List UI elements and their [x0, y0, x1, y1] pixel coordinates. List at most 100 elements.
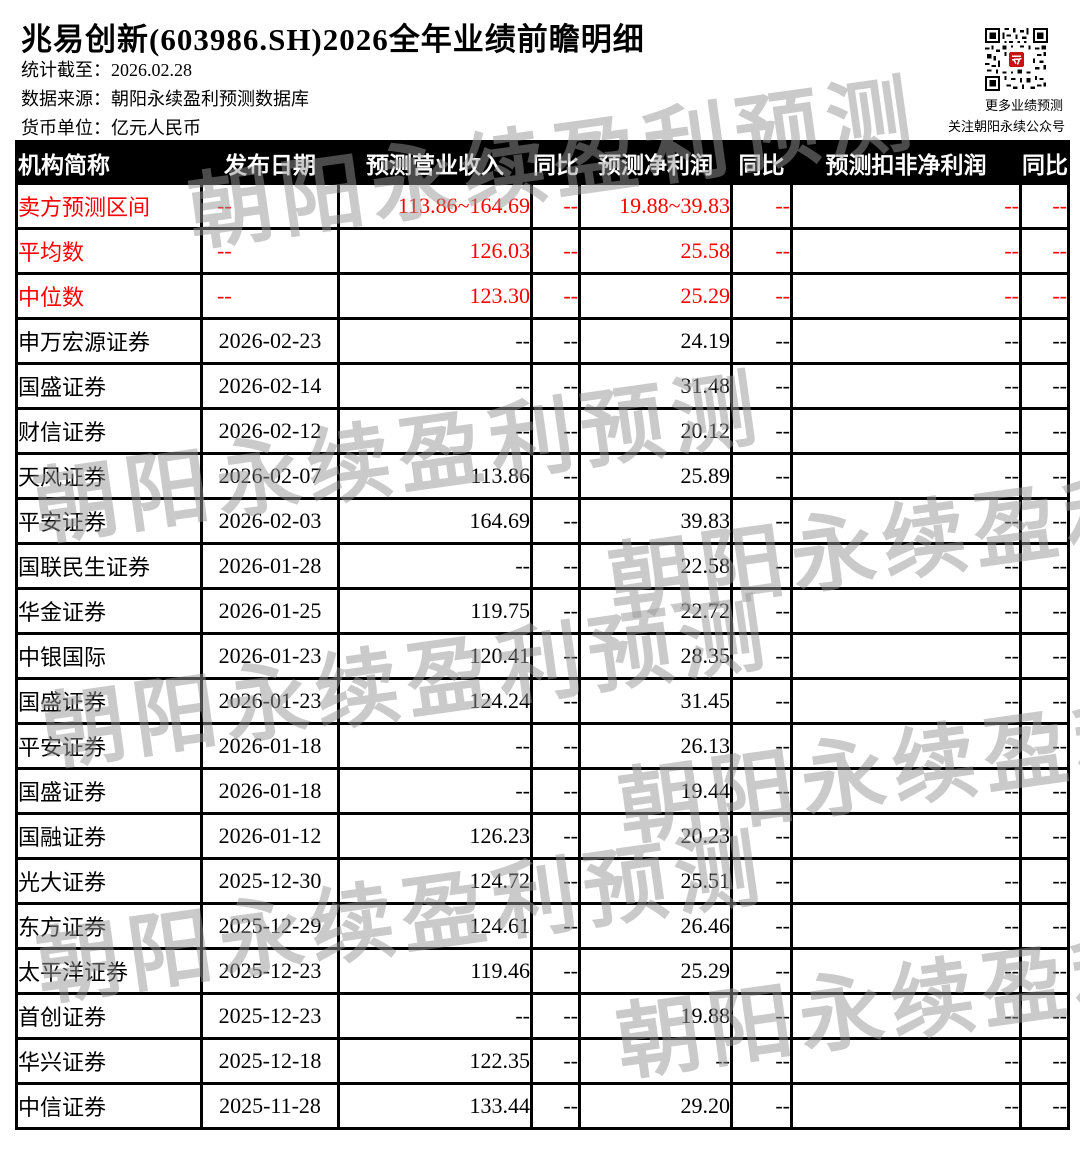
cell-revenue_yoy: --: [530, 587, 581, 635]
cell-revenue_yoy: --: [530, 272, 581, 320]
cell-ex_net_profit_yoy: --: [1019, 902, 1070, 950]
cell-ex_net_profit_yoy: --: [1019, 992, 1070, 1040]
table-row: 光大证券 2025-12-30 124.72 -- 25.51 -- -- --: [15, 857, 1070, 905]
cell-net_profit_yoy: --: [730, 497, 793, 545]
forecast-table: 机构简称 发布日期 预测营业收入 同比 预测净利润 同比 预测扣非净利润 同比 …: [15, 140, 1070, 1130]
cell-net_profit: 20.23: [578, 812, 733, 860]
cell-publish_date: 2026-01-28: [200, 542, 340, 590]
cell-revenue_yoy: --: [530, 362, 581, 410]
qr-code: [985, 28, 1048, 91]
cell-ex_net_profit: --: [790, 227, 1022, 275]
cell-net_profit_yoy: --: [730, 542, 793, 590]
cell-publish_date: --: [200, 182, 340, 230]
table-row: 首创证券 2025-12-23 -- -- 19.88 -- -- --: [15, 992, 1070, 1040]
cell-institution: 国盛证券: [15, 677, 203, 725]
cell-institution: 太平洋证券: [15, 947, 203, 995]
cell-ex_net_profit: --: [790, 1037, 1022, 1085]
cell-ex_net_profit_yoy: --: [1019, 1037, 1070, 1085]
cell-net_profit_yoy: --: [730, 317, 793, 365]
table-row: 申万宏源证券 2026-02-23 -- -- 24.19 -- -- --: [15, 317, 1070, 365]
cell-ex_net_profit: --: [790, 1082, 1022, 1130]
cell-net_profit_yoy: --: [730, 812, 793, 860]
cell-ex_net_profit_yoy: --: [1019, 677, 1070, 725]
cell-ex_net_profit_yoy: --: [1019, 1082, 1070, 1130]
table-row: 平安证券 2026-01-18 -- -- 26.13 -- -- --: [15, 722, 1070, 770]
cell-publish_date: 2025-12-18: [200, 1037, 340, 1085]
cell-revenue: --: [337, 317, 533, 365]
cell-revenue: 119.46: [337, 947, 533, 995]
cell-net_profit: 25.29: [578, 947, 733, 995]
cell-ex_net_profit_yoy: --: [1019, 542, 1070, 590]
cell-ex_net_profit: --: [790, 722, 1022, 770]
cell-ex_net_profit: --: [790, 632, 1022, 680]
cell-ex_net_profit_yoy: --: [1019, 497, 1070, 545]
cell-publish_date: 2026-01-18: [200, 767, 340, 815]
table-header-row: 机构简称 发布日期 预测营业收入 同比 预测净利润 同比 预测扣非净利润 同比: [15, 140, 1070, 185]
cell-publish_date: 2026-02-23: [200, 317, 340, 365]
cell-revenue_yoy: --: [530, 317, 581, 365]
cell-net_profit_yoy: --: [730, 902, 793, 950]
col-header-ex-net-profit-forecast: 预测扣非净利润: [790, 140, 1022, 185]
cell-revenue_yoy: --: [530, 227, 581, 275]
cell-revenue_yoy: --: [530, 632, 581, 680]
cell-net_profit: --: [578, 1037, 733, 1085]
cell-institution: 平均数: [15, 227, 203, 275]
cell-institution: 国盛证券: [15, 362, 203, 410]
cell-revenue_yoy: --: [530, 1082, 581, 1130]
cell-ex_net_profit: --: [790, 497, 1022, 545]
cell-net_profit: 25.51: [578, 857, 733, 905]
cell-net_profit: 25.58: [578, 227, 733, 275]
cell-revenue_yoy: --: [530, 452, 581, 500]
cell-net_profit_yoy: --: [730, 407, 793, 455]
cell-institution: 国联民生证券: [15, 542, 203, 590]
cell-revenue_yoy: --: [530, 542, 581, 590]
cell-net_profit_yoy: --: [730, 272, 793, 320]
cell-ex_net_profit_yoy: --: [1019, 767, 1070, 815]
cell-revenue: 124.24: [337, 677, 533, 725]
cell-ex_net_profit: --: [790, 902, 1022, 950]
cell-revenue: --: [337, 407, 533, 455]
cell-ex_net_profit_yoy: --: [1019, 857, 1070, 905]
cell-ex_net_profit: --: [790, 362, 1022, 410]
col-header-ex-net-profit-yoy: 同比: [1019, 140, 1070, 185]
cell-revenue_yoy: --: [530, 497, 581, 545]
table-row: 平安证券 2026-02-03 164.69 -- 39.83 -- -- --: [15, 497, 1070, 545]
col-header-publish-date: 发布日期: [200, 140, 340, 185]
cell-institution: 中银国际: [15, 632, 203, 680]
cell-revenue_yoy: --: [530, 947, 581, 995]
cell-institution: 平安证券: [15, 722, 203, 770]
cell-revenue: 120.41: [337, 632, 533, 680]
cell-institution: 华金证券: [15, 587, 203, 635]
cell-ex_net_profit_yoy: --: [1019, 407, 1070, 455]
cell-ex_net_profit: --: [790, 767, 1022, 815]
cell-net_profit: 22.72: [578, 587, 733, 635]
cell-institution: 申万宏源证券: [15, 317, 203, 365]
cell-ex_net_profit: --: [790, 542, 1022, 590]
cell-institution: 财信证券: [15, 407, 203, 455]
cell-net_profit_yoy: --: [730, 857, 793, 905]
cell-net_profit_yoy: --: [730, 182, 793, 230]
qr-caption-line1: 更多业绩预测: [984, 98, 1063, 113]
table-row: 国盛证券 2026-01-18 -- -- 19.44 -- -- --: [15, 767, 1070, 815]
cell-revenue: --: [337, 722, 533, 770]
cell-net_profit_yoy: --: [730, 452, 793, 500]
cell-ex_net_profit: --: [790, 407, 1022, 455]
cell-net_profit_yoy: --: [730, 1037, 793, 1085]
cell-publish_date: 2025-12-23: [200, 992, 340, 1040]
cell-net_profit: 20.12: [578, 407, 733, 455]
cell-revenue_yoy: --: [530, 857, 581, 905]
cell-net_profit: 26.46: [578, 902, 733, 950]
cell-net_profit: 25.29: [578, 272, 733, 320]
table-row: 国联民生证券 2026-01-28 -- -- 22.58 -- -- --: [15, 542, 1070, 590]
cell-publish_date: 2026-01-12: [200, 812, 340, 860]
cell-institution: 东方证券: [15, 902, 203, 950]
cell-ex_net_profit: --: [790, 947, 1022, 995]
cell-revenue_yoy: --: [530, 767, 581, 815]
cell-net_profit: 22.58: [578, 542, 733, 590]
cell-revenue: --: [337, 992, 533, 1040]
summary-row: 卖方预测区间 -- 113.86~164.69 -- 19.88~39.83 -- -- --: [15, 182, 1070, 230]
cell-institution: 卖方预测区间: [15, 182, 203, 230]
cell-net_profit: 28.35: [578, 632, 733, 680]
cell-net_profit: 24.19: [578, 317, 733, 365]
